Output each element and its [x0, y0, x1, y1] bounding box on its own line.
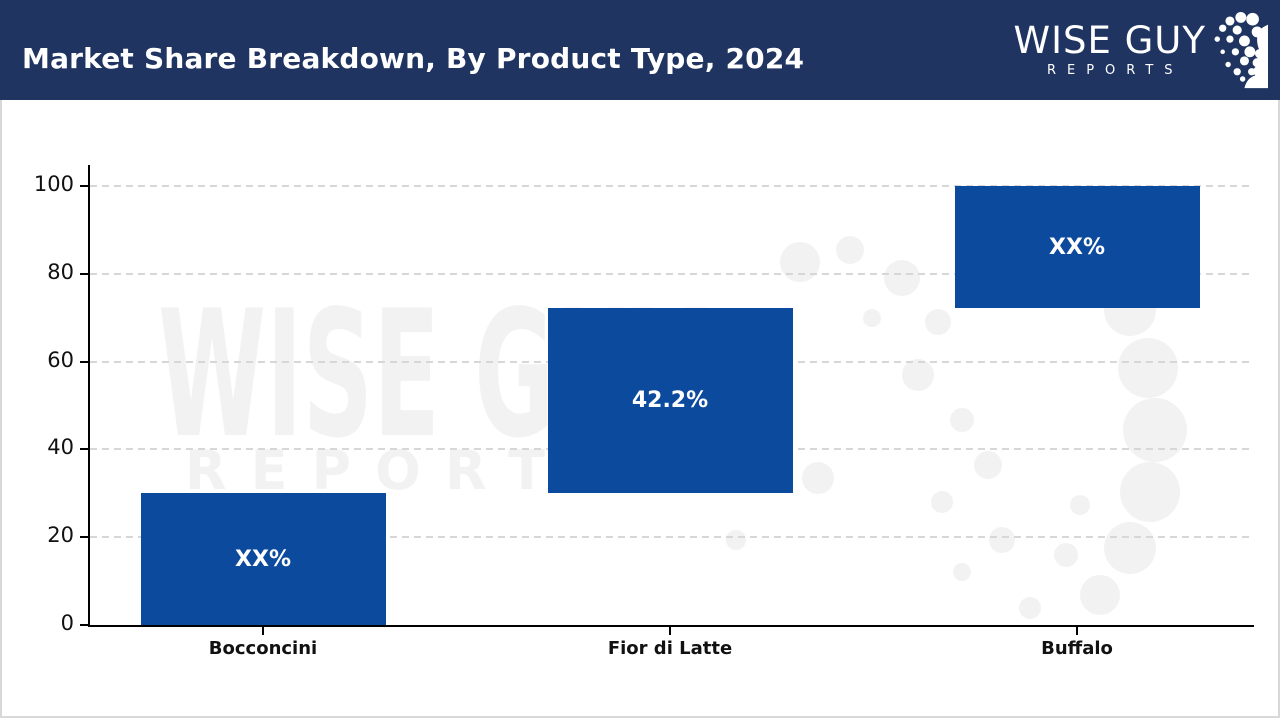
logo-head-icon [1214, 11, 1268, 89]
gridline-80 [90, 272, 1254, 275]
y-tick-60 [80, 360, 88, 363]
page-bottom-edge-line [0, 716, 1280, 718]
bar-2: 42.2% [547, 308, 793, 494]
bar-3: XX% [954, 186, 1200, 309]
x-category-label-3: Buffalo [1041, 638, 1113, 659]
y-tick-80 [80, 272, 88, 275]
y-tick-label-0: 0 [60, 611, 74, 635]
logo-subtext: REPORTS [1046, 63, 1184, 78]
header-bar: Market Share Breakdown, By Product Type,… [0, 0, 1280, 100]
y-tick-20 [80, 536, 88, 539]
logo-text: WISE GUY REPORTS [1013, 19, 1206, 79]
bar-1: XX% [140, 493, 386, 625]
y-tick-100 [80, 185, 88, 187]
page-right-edge-line [1278, 100, 1280, 718]
y-tick-label-20: 20 [47, 523, 74, 548]
x-category-label-2: Fior di Latte [607, 638, 733, 659]
page-title: Market Share Breakdown, By Product Type,… [22, 42, 805, 75]
logo: WISE GUY REPORTS [1014, 6, 1268, 94]
gridline-20 [90, 536, 1254, 539]
bar-value-label: XX% [1049, 234, 1105, 260]
y-tick-40 [80, 448, 88, 451]
bar-value-label: XX% [235, 546, 291, 572]
y-tick-label-100: 100 [33, 172, 74, 196]
x-tick-1 [262, 627, 264, 635]
bar-value-label: 42.2% [631, 388, 709, 414]
logo-wordmark: WISE GUY [1013, 19, 1206, 62]
x-tick-3 [1076, 627, 1078, 635]
x-tick-2 [669, 627, 671, 635]
page-left-edge-line [0, 100, 2, 718]
y-tick-label-60: 60 [47, 347, 74, 372]
y-axis-line [88, 165, 90, 627]
x-category-label-1: Bocconcini [208, 638, 318, 659]
y-tick-label-40: 40 [47, 435, 74, 460]
gridline-100 [90, 185, 1254, 187]
x-axis-line [88, 625, 1254, 627]
y-tick-label-80: 80 [47, 259, 74, 284]
y-tick-0 [80, 624, 88, 626]
